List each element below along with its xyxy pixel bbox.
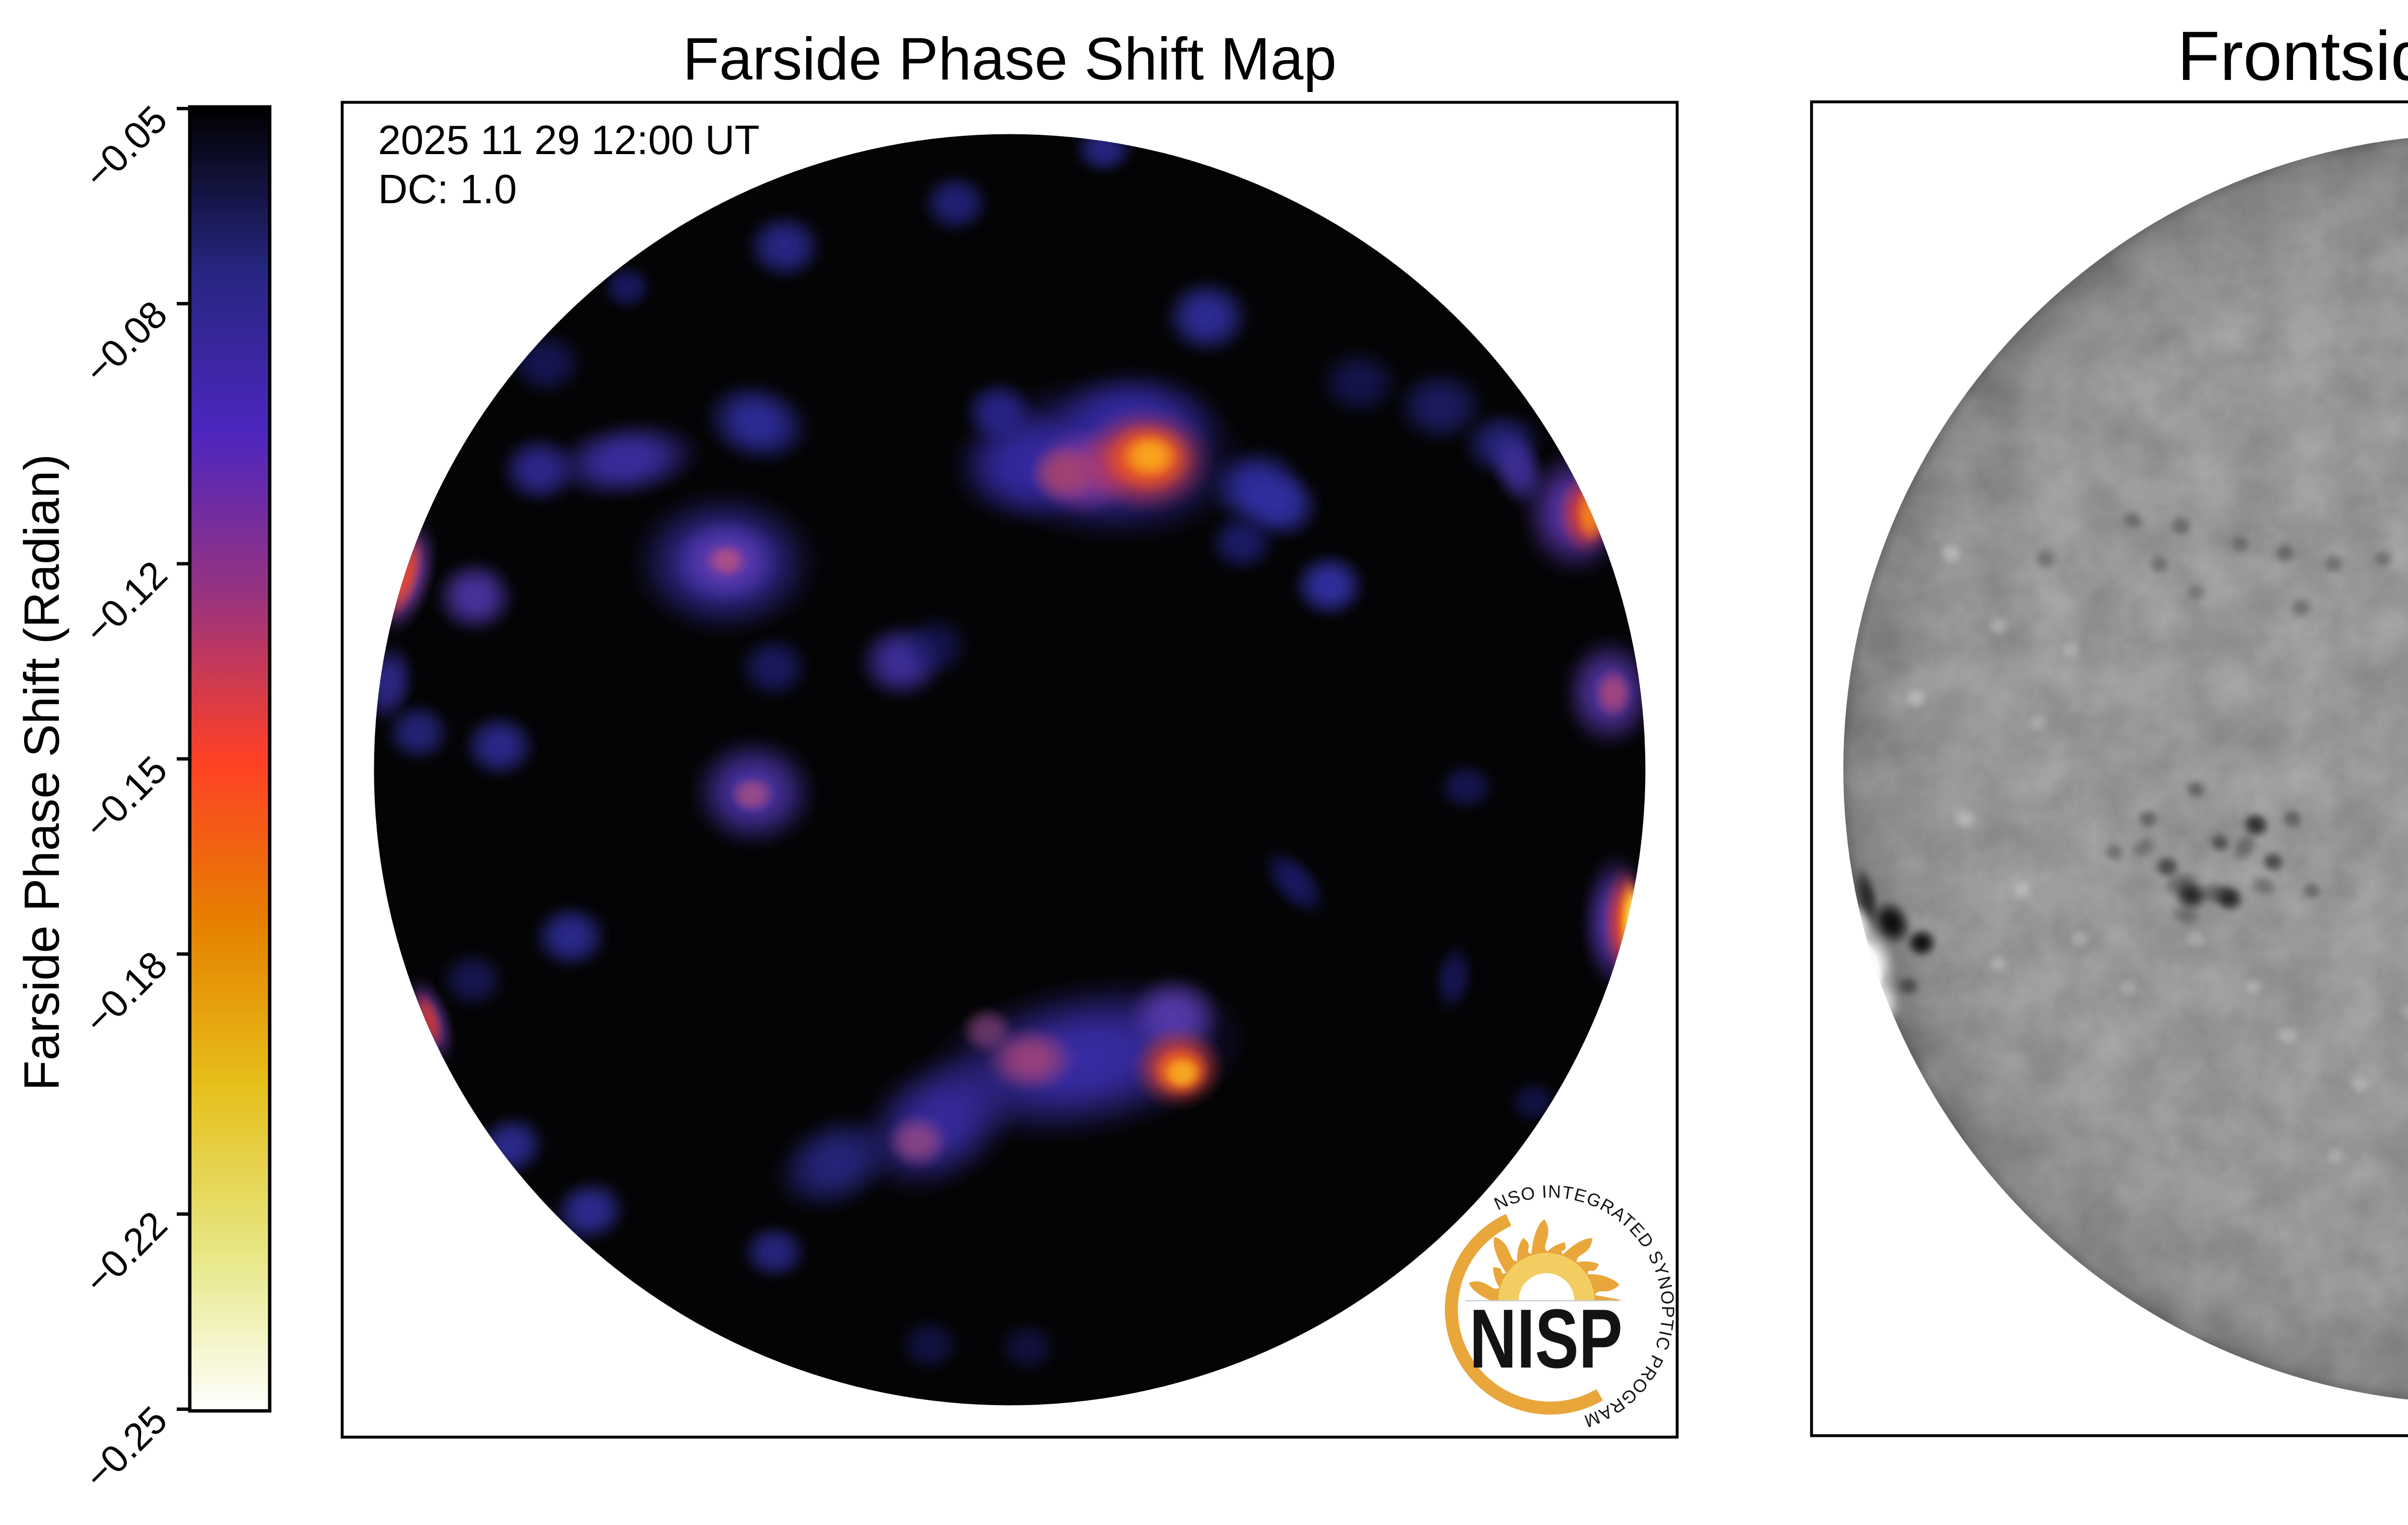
svg-text:−0.12: −0.12 (76, 553, 175, 652)
svg-text:−0.25: −0.25 (76, 1398, 175, 1498)
svg-text:DC: 1.0: DC: 1.0 (378, 167, 517, 212)
svg-text:2025 11 29 12:00 UT: 2025 11 29 12:00 UT (378, 117, 759, 163)
svg-text:Farside Phase Shift (Radian): Farside Phase Shift (Radian) (14, 454, 69, 1091)
svg-text:−0.15: −0.15 (76, 748, 175, 847)
svg-text:Farside Phase Shift Map: Farside Phase Shift Map (683, 26, 1337, 92)
svg-text:−0.22: −0.22 (76, 1203, 175, 1302)
svg-text:−0.18: −0.18 (76, 943, 175, 1042)
svg-text:−0.05: −0.05 (76, 98, 175, 197)
svg-text:Frontside Mag Map: Frontside Mag Map (2177, 17, 2408, 95)
svg-text:−0.08: −0.08 (76, 293, 175, 392)
